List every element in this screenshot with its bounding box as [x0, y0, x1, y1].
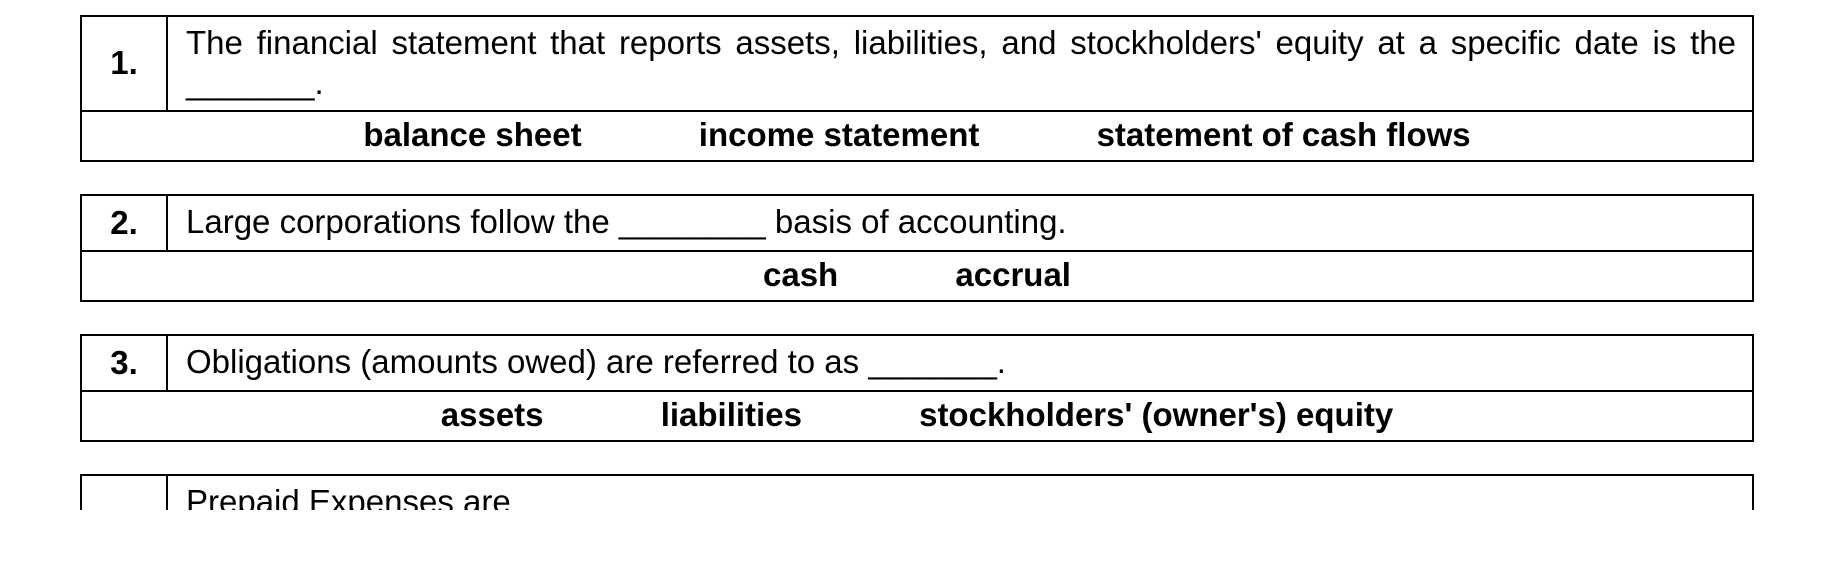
question-number: 2. — [82, 196, 168, 250]
question-options-row: cash accrual — [82, 250, 1752, 300]
question-options-row: assets liabilities stockholders' (owner'… — [82, 390, 1752, 440]
question-text: Prepaid Expenses are — [168, 476, 1752, 510]
answer-option[interactable]: income statement — [645, 116, 1034, 154]
question-number: 1. — [82, 17, 168, 110]
answer-option[interactable]: accrual — [901, 256, 1125, 294]
question-top-row: 1. The financial statement that reports … — [82, 17, 1752, 110]
answer-option[interactable]: liabilities — [607, 396, 856, 434]
question-number: 3. — [82, 336, 168, 390]
answer-option[interactable]: balance sheet — [309, 116, 635, 154]
question-block: 2. Large corporations follow the _______… — [80, 194, 1754, 302]
question-top-row: 2. Large corporations follow the _______… — [82, 196, 1752, 250]
question-text: Obligations (amounts owed) are referred … — [168, 336, 1752, 390]
question-block: 3. Obligations (amounts owed) are referr… — [80, 334, 1754, 442]
question-top-row: 3. Obligations (amounts owed) are referr… — [82, 336, 1752, 390]
question-text: The financial statement that reports ass… — [168, 17, 1752, 110]
question-block: 1. The financial statement that reports … — [80, 15, 1754, 162]
question-text: Large corporations follow the ________ b… — [168, 196, 1752, 250]
question-number — [82, 476, 168, 510]
question-options-row: balance sheet income statement statement… — [82, 110, 1752, 160]
question-block-partial: Prepaid Expenses are — [80, 474, 1754, 510]
answer-option[interactable]: assets — [387, 396, 598, 434]
answer-option[interactable]: cash — [709, 256, 892, 294]
answer-option[interactable]: statement of cash flows — [1043, 116, 1525, 154]
answer-option[interactable]: stockholders' (owner's) equity — [865, 396, 1447, 434]
